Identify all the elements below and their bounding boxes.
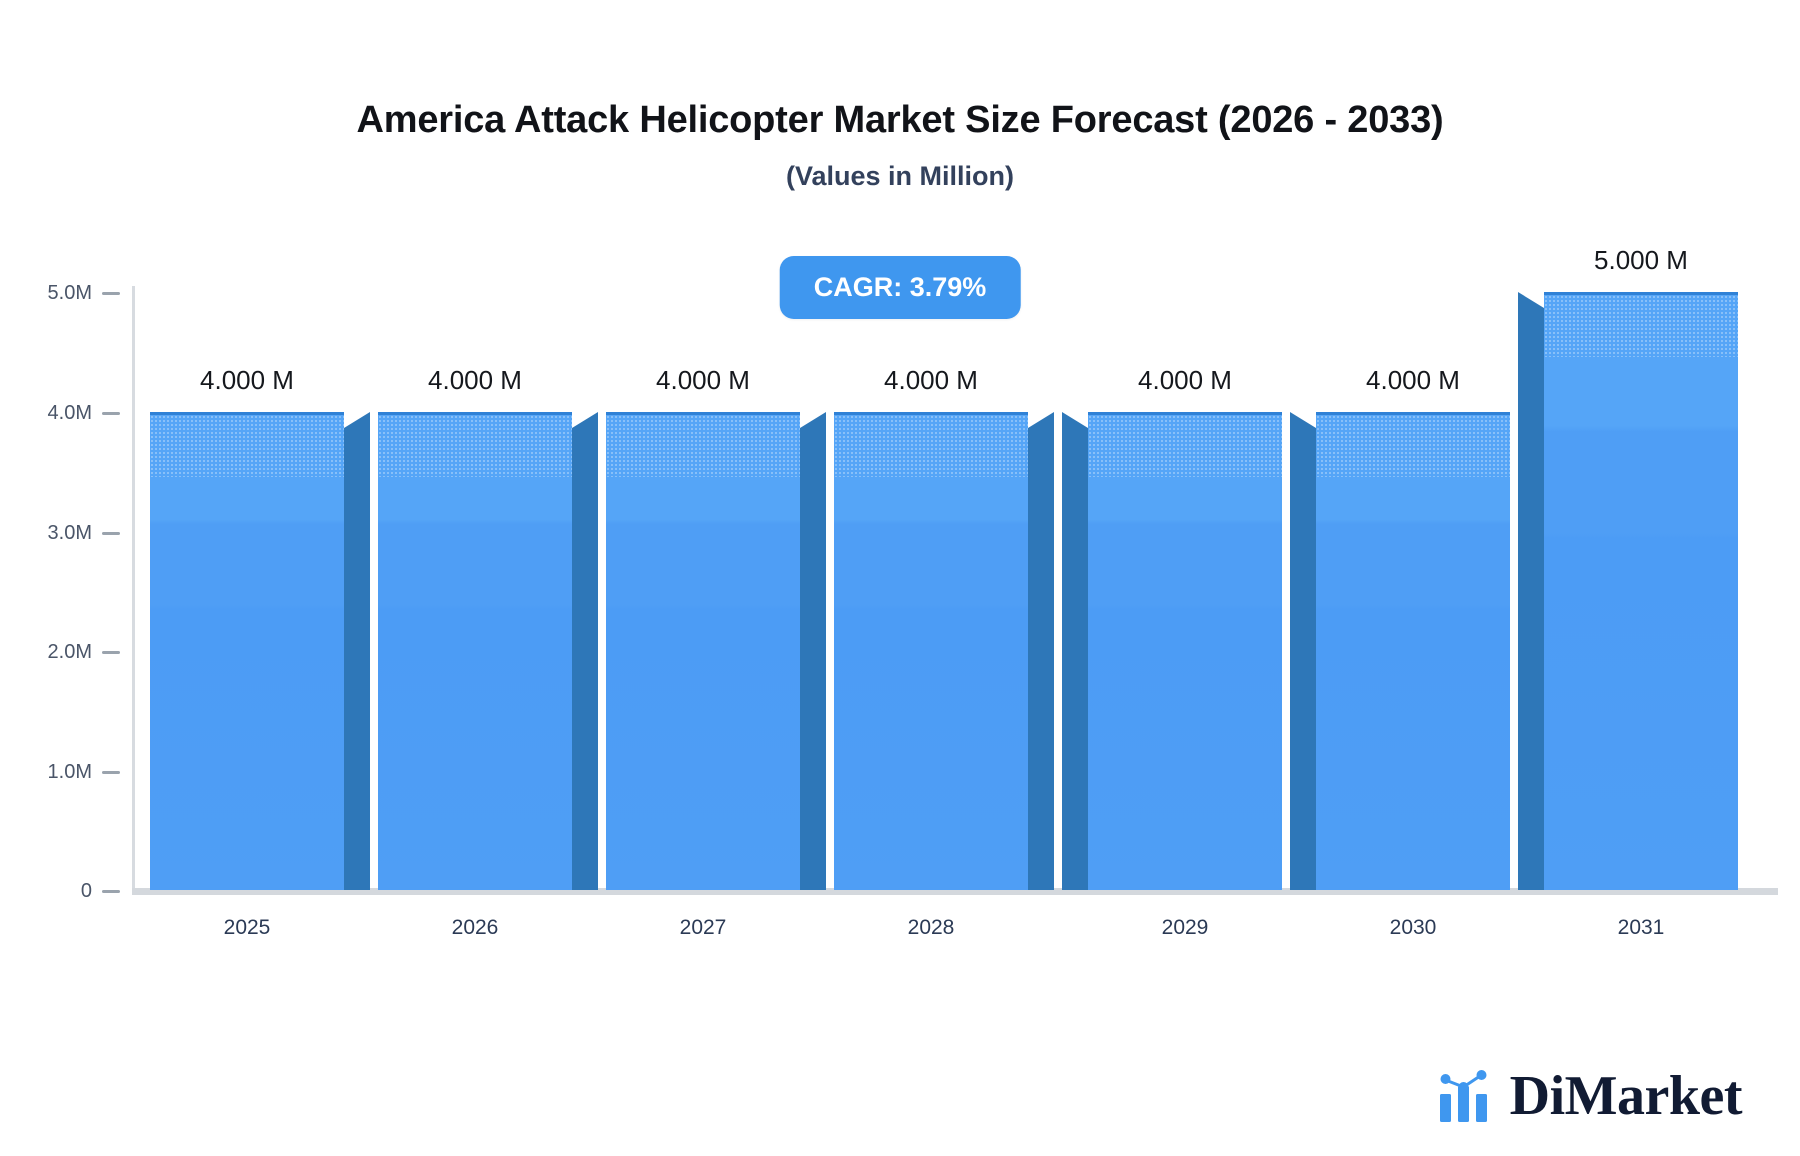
bar-2025[interactable]: 4.000 M [150,365,370,890]
y-tick-label-1: 1.0M [47,761,92,783]
x-axis-label-2026: 2026 [451,916,499,939]
y-axis-line [132,286,135,890]
chart-subtitle: (Values in Million) [785,160,1015,191]
bar-face-2027 [606,412,800,890]
x-axis-label-2025: 2025 [223,916,271,939]
y-tick-label-4: 4.0M [47,402,92,424]
x-axis-label-2031: 2031 [1617,916,1665,939]
y-tick-dash-0 [102,890,120,893]
bar-side-2025 [344,412,370,890]
bar-value-label-2031: 5.000 M [1594,245,1688,275]
bar-side-2030 [1290,412,1316,890]
bar-value-label-2027: 4.000 M [656,365,750,395]
bar-side-2026 [572,412,598,890]
title-block: America Attack Helicopter Market Size Fo… [0,98,1800,192]
logo: DiMarket [1438,1065,1743,1127]
bar-value-label-2029: 4.000 M [1138,365,1232,395]
bar-face-2031 [1544,292,1738,890]
bar-face-2025 [150,412,344,890]
bar-2028[interactable]: 4.000 M [834,365,1054,890]
bar-value-label-2025: 4.000 M [200,365,294,395]
y-tick-dash-1 [102,771,120,774]
bar-2030[interactable]: 4.000 M [1290,365,1510,890]
bar-face-2028 [834,412,1028,890]
bar-chart-icon [1439,1070,1487,1122]
y-tick-label-5: 5.0M [47,282,92,304]
x-axis-label-2027: 2027 [679,916,727,939]
x-axis-label-2030: 2030 [1389,916,1437,939]
bar-2027[interactable]: 4.000 M [606,365,826,890]
bar-value-label-2030: 4.000 M [1366,365,1460,395]
x-axis-label-2029: 2029 [1161,916,1209,939]
y-tick-dash-3 [102,532,120,535]
y-tick-label-3: 3.0M [47,522,92,544]
bar-face-2026 [378,412,572,890]
bar-face-2030 [1316,412,1510,890]
y-tick-label-0: 0 [80,880,92,902]
bar-2031[interactable]: 5.000 M [1518,245,1738,890]
bar-side-2028 [1028,412,1054,890]
bar-2026[interactable]: 4.000 M [378,365,598,890]
cagr-badge: CAGR: 3.79% [779,256,1021,319]
bar-2029[interactable]: 4.000 M [1062,365,1282,890]
y-tick-label-2: 2.0M [47,641,92,663]
x-axis-line [132,888,1778,895]
bar-side-2031 [1518,292,1544,890]
bar-value-label-2026: 4.000 M [428,365,522,395]
bar-side-2029 [1062,412,1088,890]
bar-face-2029 [1088,412,1282,890]
y-tick-dash-2 [102,651,120,654]
bar-side-2027 [800,412,826,890]
x-axis-label-2028: 2028 [907,916,955,939]
y-tick-dash-5 [102,292,120,295]
bar-value-label-2028: 4.000 M [884,365,978,395]
logo-text: DiMarket [1509,1065,1743,1127]
y-tick-dash-4 [102,412,120,415]
page-title: America Attack Helicopter Market Size Fo… [356,99,1444,141]
